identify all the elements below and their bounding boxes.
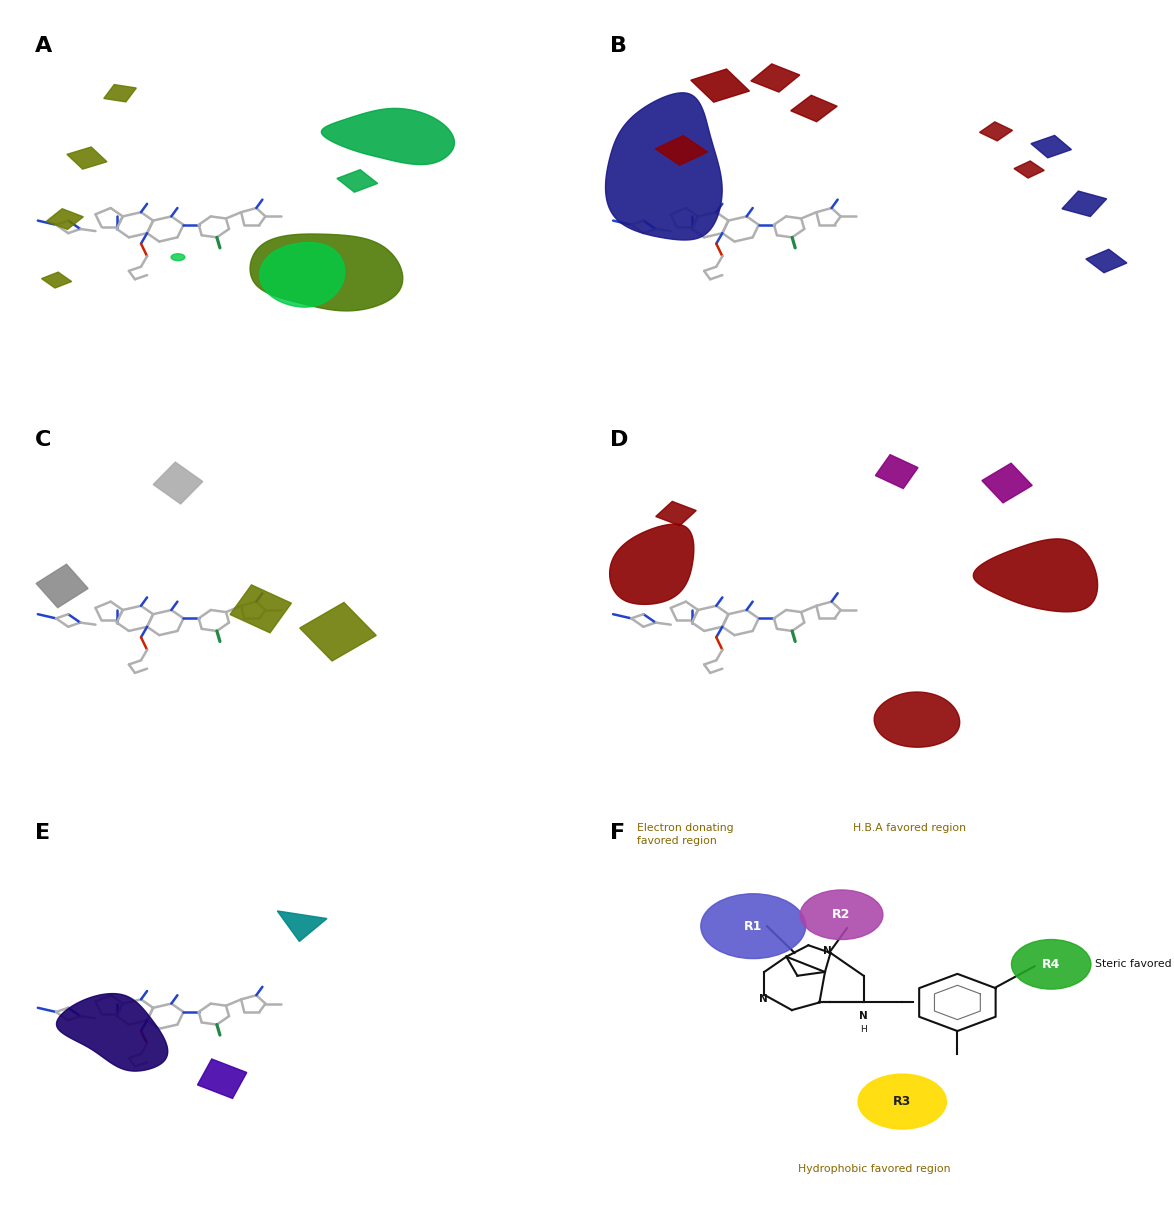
Text: N: N <box>758 994 768 1004</box>
Polygon shape <box>41 272 72 288</box>
Polygon shape <box>751 64 799 92</box>
Text: R1: R1 <box>744 920 762 932</box>
Text: R2: R2 <box>832 908 851 921</box>
Polygon shape <box>791 95 837 122</box>
Ellipse shape <box>1012 940 1091 989</box>
Polygon shape <box>876 455 918 488</box>
Text: N: N <box>859 1011 868 1021</box>
Text: N: N <box>823 946 832 956</box>
Polygon shape <box>981 464 1032 503</box>
Polygon shape <box>875 692 959 747</box>
Text: Steric favored region: Steric favored region <box>1095 959 1174 969</box>
Text: H.B.A favored region: H.B.A favored region <box>852 823 965 833</box>
Polygon shape <box>47 209 83 229</box>
Text: E: E <box>34 823 49 844</box>
Polygon shape <box>259 242 345 308</box>
Polygon shape <box>277 911 326 941</box>
Ellipse shape <box>701 894 805 958</box>
Polygon shape <box>655 135 708 165</box>
Polygon shape <box>1062 191 1107 216</box>
Text: H: H <box>861 1025 866 1033</box>
Polygon shape <box>609 524 694 604</box>
Ellipse shape <box>801 891 883 940</box>
Polygon shape <box>250 234 403 311</box>
Text: R3: R3 <box>893 1095 911 1108</box>
Polygon shape <box>1031 135 1072 157</box>
Polygon shape <box>690 69 749 102</box>
Text: Hydrophobic favored region: Hydrophobic favored region <box>798 1164 951 1173</box>
Polygon shape <box>103 85 136 102</box>
Ellipse shape <box>171 253 184 261</box>
Polygon shape <box>36 565 88 608</box>
Text: Electron donating
favored region: Electron donating favored region <box>637 823 734 846</box>
Text: B: B <box>609 36 627 57</box>
Text: F: F <box>609 823 625 844</box>
Polygon shape <box>1086 250 1127 273</box>
Polygon shape <box>67 148 107 169</box>
Text: D: D <box>609 429 628 450</box>
Ellipse shape <box>858 1074 946 1129</box>
Text: C: C <box>34 429 50 450</box>
Text: R4: R4 <box>1043 958 1060 970</box>
Polygon shape <box>973 539 1098 611</box>
Polygon shape <box>56 994 168 1071</box>
Polygon shape <box>337 170 378 192</box>
Polygon shape <box>979 122 1012 141</box>
Polygon shape <box>322 108 454 165</box>
Polygon shape <box>606 92 722 240</box>
Polygon shape <box>299 603 376 661</box>
Polygon shape <box>230 585 291 632</box>
Polygon shape <box>197 1059 247 1098</box>
Polygon shape <box>1014 161 1044 178</box>
Text: A: A <box>34 36 52 57</box>
Polygon shape <box>154 462 203 504</box>
Polygon shape <box>656 502 696 525</box>
